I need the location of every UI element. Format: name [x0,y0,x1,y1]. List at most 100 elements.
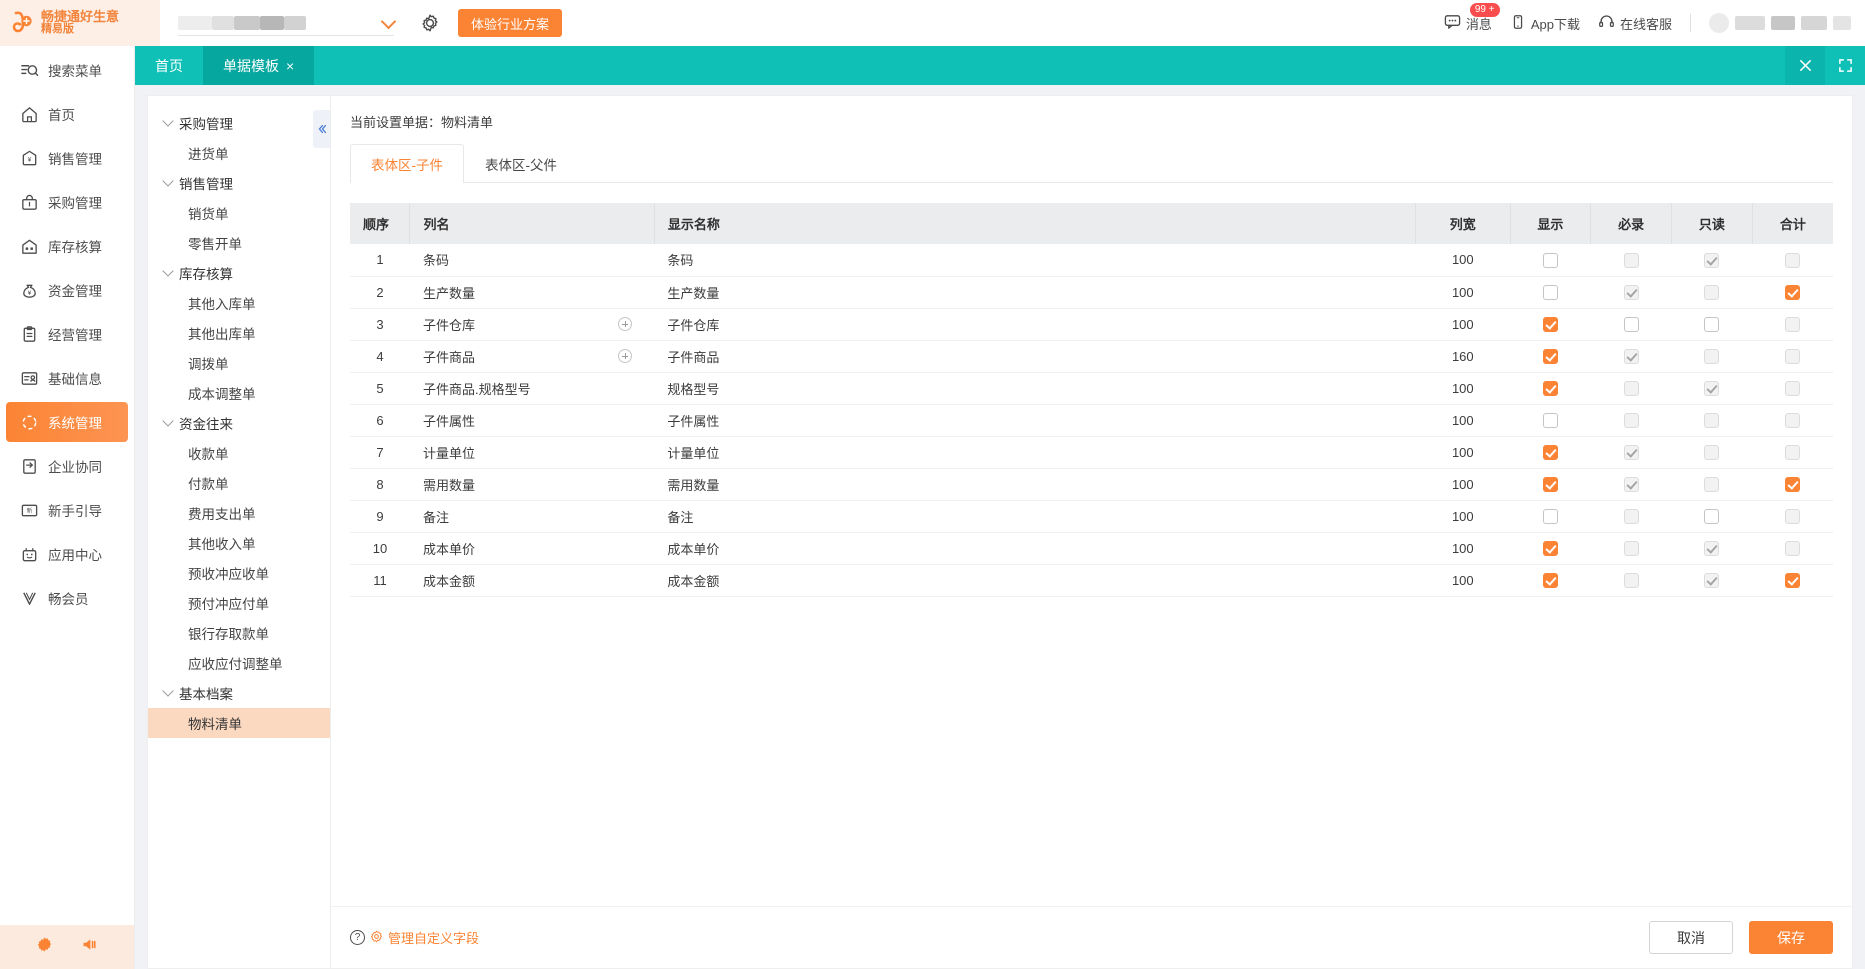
operation-icon [20,325,39,344]
sidebar-item-label: 销售管理 [48,152,102,167]
tree-group-inventory[interactable]: 库存核算 [148,258,330,288]
tab-document-template[interactable]: 单据模板 × [203,46,315,85]
checkbox-show[interactable] [1542,317,1558,333]
tree-leaf-ar-ap-adjust[interactable]: 应收应付调整单 [148,648,330,678]
user-account-entry[interactable] [1709,13,1851,33]
checkbox-show[interactable] [1542,252,1558,268]
question-icon: ? [350,930,365,945]
org-select[interactable] [178,8,398,38]
table-row[interactable]: 1 条码 条码 100 [350,244,1833,277]
tree-group-basic-archive[interactable]: 基本档案 [148,678,330,708]
checkbox-show[interactable] [1542,413,1558,429]
tree-leaf-purchase-order[interactable]: 进货单 [148,138,330,168]
gear-icon[interactable] [420,13,440,33]
app-download-entry[interactable]: App下载 [1510,14,1580,33]
checkbox-total[interactable] [1785,477,1801,493]
checkbox-show[interactable] [1542,285,1558,301]
gear-icon[interactable] [36,936,53,958]
checkbox-readonly[interactable] [1704,509,1720,525]
checkbox-total[interactable] [1785,573,1801,589]
checkbox-total[interactable] [1785,285,1801,301]
tree-leaf-retail-order[interactable]: 零售开单 [148,228,330,258]
tree-group-fund[interactable]: 资金往来 [148,408,330,438]
checkbox-show[interactable] [1542,573,1558,589]
save-button[interactable]: 保存 [1749,921,1833,954]
table-row[interactable]: 7 计量单位 计量单位 100 [350,436,1833,469]
table-row[interactable]: 10 成本单价 成本单价 100 [350,532,1833,565]
tree-leaf-expense[interactable]: 费用支出单 [148,498,330,528]
close-icon[interactable]: × [286,57,295,74]
tree-leaf-cost-adjust[interactable]: 成本调整单 [148,378,330,408]
checkbox-show[interactable] [1542,509,1558,525]
tab-home[interactable]: 首页 [135,46,203,85]
tab-body-child[interactable]: 表体区-子件 [350,144,464,183]
cell-readonly [1671,372,1753,405]
sidebar-item-system[interactable]: 系统管理 [6,402,128,442]
table-row[interactable]: 3 子件仓库 子件仓库 100 [350,308,1833,341]
tree-leaf-sales-order[interactable]: 销货单 [148,198,330,228]
sidebar-item-search-menu[interactable]: 搜索菜单 [6,50,128,90]
collapse-left-icon[interactable] [313,110,330,148]
fullscreen-icon[interactable] [1825,46,1865,85]
sidebar-item-inventory[interactable]: 库存核算 [6,226,128,266]
tree-group-purchase[interactable]: 采购管理 [148,108,330,138]
checkbox-show[interactable] [1542,381,1558,397]
column-name-text: 成本金额 [422,573,475,589]
sidebar-item-purchase[interactable]: 采购管理 [6,182,128,222]
expand-plus-icon[interactable] [618,317,633,331]
tree-leaf-label: 零售开单 [188,237,242,252]
table-row[interactable]: 8 需用数量 需用数量 100 [350,468,1833,501]
tree-leaf-other-out[interactable]: 其他出库单 [148,318,330,348]
speaker-icon[interactable] [81,936,98,958]
tree-leaf-other-in[interactable]: 其他入库单 [148,288,330,318]
cell-show [1510,340,1591,373]
tree-leaf-prepaid-payable[interactable]: 预付冲应付单 [148,588,330,618]
checkbox-show[interactable] [1542,477,1558,493]
column-name-text: 子件商品.规格型号 [422,381,531,397]
sidebar-item-sales[interactable]: ¥ 销售管理 [6,138,128,178]
sidebar-item-vip[interactable]: 畅会员 [6,578,128,618]
tab-body-parent[interactable]: 表体区-父件 [464,144,578,183]
close-icon[interactable] [1785,46,1825,85]
tree-leaf-prepaid-receivable[interactable]: 预收冲应收单 [148,558,330,588]
messages-entry[interactable]: 消息 99 + [1444,3,1500,33]
sidebar-item-collaboration[interactable]: 企业协同 [6,446,128,486]
chevron-down-icon[interactable] [380,13,397,30]
tree-leaf-bom[interactable]: 物料清单 [148,708,330,738]
online-service-entry[interactable]: 在线客服 [1598,13,1672,33]
columns-table: 顺序 列名 显示名称 列宽 显示 必录 只读 合计 1 条码 条码 100 2 生产数量生… [350,203,1833,597]
tree-leaf-other-income[interactable]: 其他收入单 [148,528,330,558]
sidebar-item-basic-info[interactable]: 基础信息 [6,358,128,398]
tree-leaf-bank-deposit[interactable]: 银行存取款单 [148,618,330,648]
tree-leaf-label: 调拨单 [188,357,229,372]
checkbox-show[interactable] [1542,541,1558,557]
table-row[interactable]: 11 成本金额 成本金额 100 [350,564,1833,597]
expand-plus-icon[interactable] [618,349,633,363]
sidebar-item-operation[interactable]: 经营管理 [6,314,128,354]
col-header-readonly: 只读 [1671,203,1753,244]
column-name-text: 子件属性 [422,413,475,429]
tree-leaf-receipt[interactable]: 收款单 [148,438,330,468]
manage-custom-fields-link[interactable]: ? 管理自定义字段 [350,928,479,947]
cancel-button[interactable]: 取消 [1649,921,1733,954]
tree-leaf-transfer[interactable]: 调拨单 [148,348,330,378]
table-row[interactable]: 6 子件属性 子件属性 100 [350,404,1833,437]
checkbox-show[interactable] [1542,445,1558,461]
tree-leaf-payment[interactable]: 付款单 [148,468,330,498]
table-row[interactable]: 4 子件商品 子件商品 160 [350,340,1833,373]
tree-group-sales[interactable]: 销售管理 [148,168,330,198]
checkbox-required[interactable] [1623,317,1639,333]
sidebar-item-app-center[interactable]: 应用中心 [6,534,128,574]
table-row[interactable]: 5 子件商品.规格型号 规格型号 100 [350,372,1833,405]
sidebar-item-fund[interactable]: ¥ 资金管理 [6,270,128,310]
checkbox-readonly[interactable] [1704,317,1720,333]
table-row[interactable]: 9 备注 备注 100 [350,500,1833,533]
table-row[interactable]: 2 生产数量 生产数量 100 [350,276,1833,309]
checkbox-required [1623,252,1639,268]
checkbox-show[interactable] [1542,349,1558,365]
cell-display-name: 条码 [654,244,1416,277]
chevron-down-icon [162,115,174,127]
sidebar-item-home[interactable]: 首页 [6,94,128,134]
experience-solution-button[interactable]: 体验行业方案 [458,9,563,37]
sidebar-item-guide[interactable]: 新 新手引导 [6,490,128,530]
